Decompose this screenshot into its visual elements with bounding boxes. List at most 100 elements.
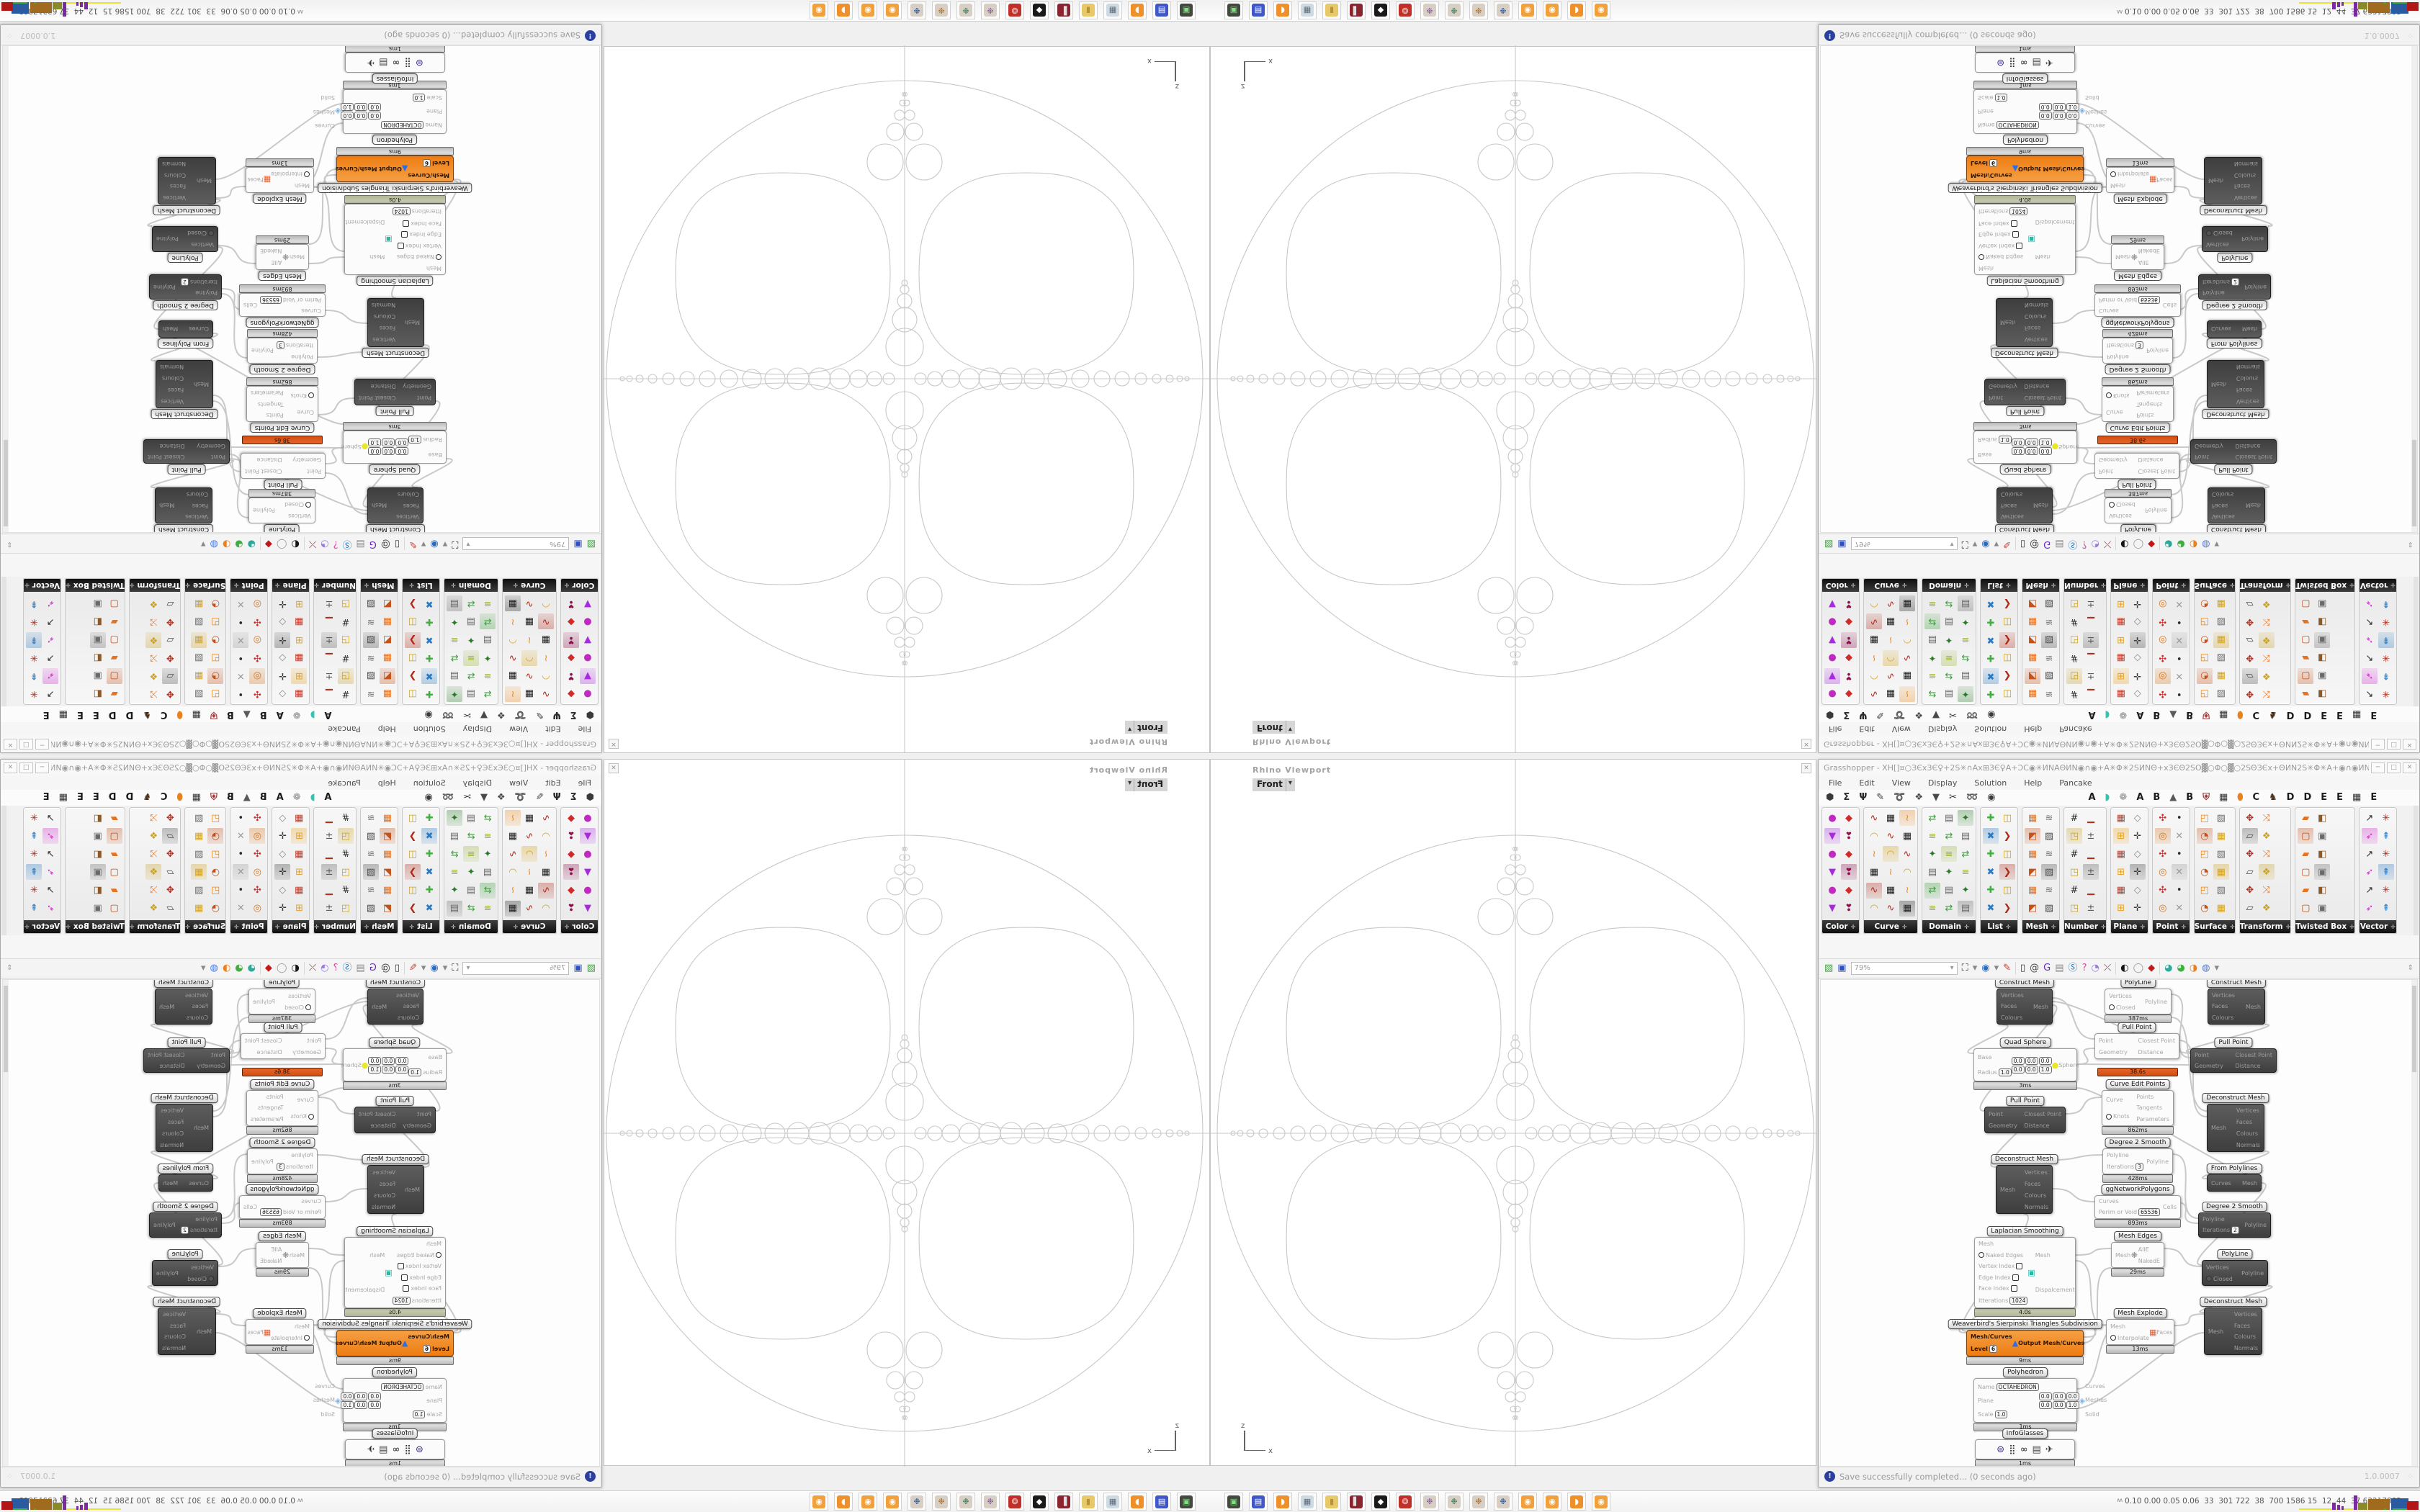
taskbar-app-icon[interactable]: ◉ [1543, 1, 1561, 19]
value-chip[interactable]: 6 [1989, 1344, 1998, 1353]
component-icon[interactable]: ❯ [408, 670, 417, 682]
widget-icon[interactable]: ✈ [367, 57, 375, 68]
taskbar-app-icon[interactable]: ❉ [908, 1, 926, 19]
component-icon[interactable]: ▧ [194, 812, 204, 824]
toolbar-search-icon[interactable]: Ⓢ [342, 963, 352, 973]
toolbar-search-icon[interactable]: Ⓢ [2068, 539, 2078, 549]
component-icon[interactable]: ▤ [466, 812, 476, 824]
component-label[interactable]: Laplacian Smoothing [357, 1226, 434, 1236]
toolbar-sketch-pen-icon[interactable]: ✎ [2003, 539, 2012, 549]
component-icon[interactable]: ◔ [2200, 598, 2209, 609]
palette-tab-icon[interactable]: B [226, 709, 234, 720]
checkbox-icon[interactable] [401, 1274, 408, 1281]
component-label[interactable]: Construct Mesh [2206, 524, 2267, 533]
toggle-icon[interactable] [2206, 1276, 2212, 1282]
close-icon[interactable]: ✕ [609, 763, 619, 773]
component-icon[interactable]: ◩ [380, 667, 395, 684]
widget-icon[interactable]: ✈ [2045, 57, 2053, 68]
viewport-view-tab[interactable]: Front ▾ [1252, 721, 1295, 734]
palette-tab-icon[interactable]: E [92, 709, 99, 720]
component-icon[interactable]: ✛ [278, 598, 287, 609]
component-icon[interactable]: ◎ [253, 866, 261, 878]
palette-group-name[interactable]: Twisted Box ✛ [2295, 579, 2354, 592]
palette-tab-icon[interactable]: D [108, 792, 117, 803]
component-icon[interactable]: ▧ [194, 885, 204, 896]
taskbar-app-icon[interactable]: ▦ [1103, 1, 1122, 19]
palette-tab-icon[interactable]: ➿ [1966, 792, 1978, 803]
component-icon[interactable]: # [341, 688, 350, 700]
component-icon[interactable]: ❣ [567, 830, 575, 842]
component-icon[interactable]: ≋ [2045, 812, 2053, 824]
gh-component[interactable]: Construct Mesh Vertices Faces Colours Mesh [365, 979, 426, 1025]
component-icon[interactable]: ◩ [2027, 866, 2038, 878]
taskbar-app-icon[interactable]: ▮ [1079, 1493, 1098, 1511]
toggle-icon[interactable] [2109, 1004, 2115, 1010]
component-icon[interactable]: ▦ [1886, 812, 1896, 824]
component-icon[interactable]: ⤨ [2262, 812, 2270, 824]
component-icon[interactable]: • [238, 652, 244, 664]
component-icon[interactable]: ▦ [541, 866, 551, 878]
palette-tab-icon[interactable]: ❁ [2119, 792, 2128, 803]
component-label[interactable]: ggNetworkPolygons [246, 318, 319, 328]
value-chip[interactable]: 0.0 [2011, 1056, 2025, 1065]
component-icon[interactable]: ∿ [1886, 903, 1895, 914]
component-icon[interactable]: ▤ [466, 885, 476, 896]
component-icon[interactable]: ▦ [382, 885, 393, 896]
toggle-icon[interactable] [436, 253, 442, 260]
palette-tab-icon[interactable]: ▦ [58, 792, 68, 803]
palette-tab-icon[interactable]: ▼ [1932, 709, 1940, 720]
component-icon[interactable]: ⤨ [150, 812, 158, 824]
gh-component[interactable]: Pull Point Point Geometry Closest Point Dist… [1984, 379, 2066, 416]
component-icon[interactable]: ∿ [1886, 598, 1895, 609]
component-icon[interactable]: ▣ [2318, 903, 2327, 914]
palette-group-name[interactable]: Color ✛ [1822, 920, 1859, 933]
toggle-icon[interactable] [436, 1252, 442, 1259]
palette-tab-icon[interactable]: ❁ [292, 792, 301, 803]
toolbar-open-file-icon[interactable]: ▨ [586, 963, 596, 973]
component-icon[interactable]: ≀ [1888, 634, 1893, 646]
taskbar-app-icon[interactable]: ❂ [1005, 1493, 1024, 1511]
menu-item-pancake[interactable]: Pancake [2059, 724, 2092, 734]
component-label[interactable]: Weaverbird's Sierpinski Triangles Subdiv… [318, 183, 472, 193]
toolbar-sketch-pen-icon[interactable]: ✎ [2003, 963, 2012, 973]
component-icon[interactable]: ◠ [1870, 903, 1878, 914]
palette-scrollbar[interactable] [2414, 806, 2419, 935]
component-label[interactable]: Pull Point [2005, 1096, 2045, 1106]
component-icon[interactable]: ▨ [2044, 670, 2054, 682]
component-body[interactable]: Curves Perim or Void 65536 Cells [2094, 1195, 2181, 1219]
component-label[interactable]: Deconstruct Mesh [1990, 1154, 2058, 1164]
component-icon[interactable]: ✛ [274, 631, 291, 648]
toolbar-scroll-icon[interactable]: ⇕ [6, 964, 13, 972]
palette-tab-icon[interactable]: ⬮ [176, 792, 183, 803]
component-icon[interactable]: ▤ [1944, 812, 1954, 824]
chevron-down-icon[interactable]: ▾ [1128, 721, 1135, 733]
toolbar-gha-icon[interactable]: G [2043, 963, 2051, 973]
component-icon[interactable]: ◳ [341, 903, 351, 914]
gh-component[interactable]: Mesh Explode Mesh Interpolate ▦ Faces 13ms [246, 158, 314, 204]
value-chip[interactable]: OCTAHEDRON [381, 1382, 424, 1391]
component-icon[interactable]: ↗ [2365, 652, 2374, 664]
component-icon[interactable]: ❖ [2262, 903, 2271, 914]
component-icon[interactable]: ⤨ [2262, 885, 2270, 896]
component-icon[interactable]: ▱ [166, 598, 174, 609]
component-icon[interactable]: ▦ [2116, 848, 2125, 860]
chevron-down-icon[interactable]: ✛ [1850, 923, 1856, 930]
toolbar-help-package-icon[interactable]: ? [333, 539, 339, 549]
component-icon[interactable]: ✖ [1986, 866, 1995, 878]
component-icon[interactable]: ❣ [563, 864, 579, 881]
component-icon[interactable]: ◳ [2069, 903, 2079, 914]
component-icon[interactable]: ✥ [166, 616, 174, 627]
value-chip[interactable]: 2 [2231, 1226, 2239, 1235]
menu-item-file[interactable]: File [578, 724, 591, 734]
component-icon[interactable]: ▣ [2318, 830, 2327, 842]
component-icon[interactable]: ▼ [584, 866, 591, 878]
component-icon[interactable]: ➶ [46, 634, 55, 646]
component-icon[interactable]: ▧ [2216, 688, 2226, 700]
component-icon[interactable]: ≡ [483, 670, 492, 682]
component-icon[interactable]: ▦ [2216, 903, 2226, 914]
palette-group-name[interactable]: Mesh ✛ [361, 579, 398, 592]
taskbar-app-icon[interactable]: ▦ [1298, 1, 1317, 19]
component-icon[interactable]: ◰ [211, 616, 220, 627]
component-icon[interactable]: ≡ [1928, 670, 1937, 682]
component-label[interactable]: PolyLine [167, 1249, 203, 1259]
